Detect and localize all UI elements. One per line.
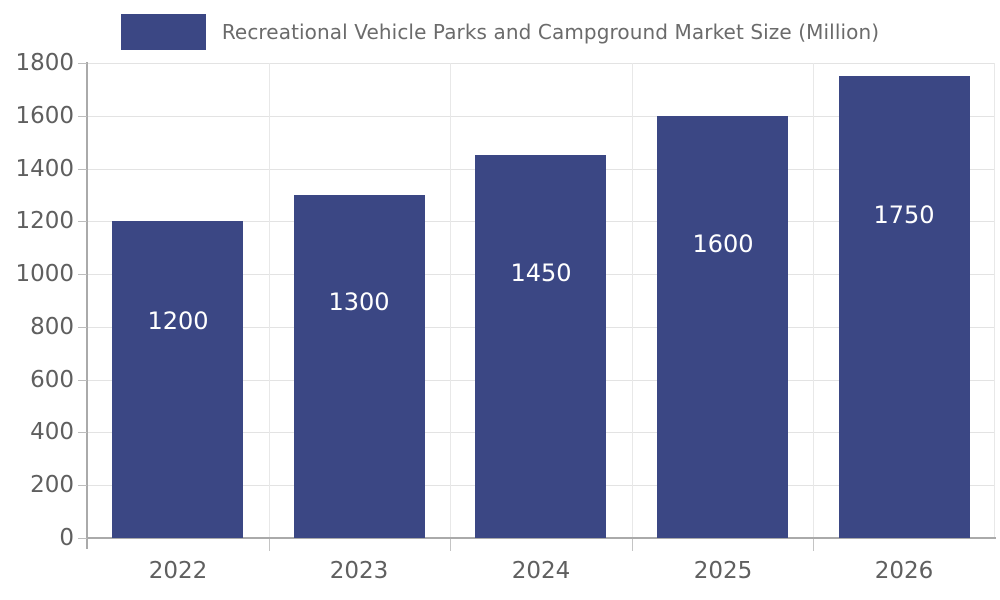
y-axis-tick-mark — [78, 116, 87, 117]
y-axis-tick-mark — [78, 538, 87, 539]
y-axis-tick-mark — [78, 63, 87, 64]
y-axis-tick-label: 0 — [59, 525, 74, 551]
bar-value-label-2022: 1200 — [147, 307, 209, 335]
bar-2024[interactable] — [475, 155, 606, 538]
y-axis-tick-label: 800 — [30, 313, 74, 340]
gridline-horizontal — [87, 115, 995, 117]
plot-right-edge — [994, 63, 995, 538]
y-axis-tick-label: 200 — [30, 472, 74, 499]
bar-value-label-2023: 1300 — [328, 288, 390, 316]
gridline-vertical — [813, 63, 814, 538]
x-axis-tick-mark — [269, 539, 270, 551]
y-axis-tick-label: 1600 — [15, 102, 74, 129]
x-axis-line — [86, 537, 996, 539]
y-axis-line — [86, 62, 88, 549]
y-axis-tick-mark — [78, 169, 87, 170]
bar-value-label-2024: 1450 — [510, 259, 572, 287]
x-axis-tick-mark — [813, 539, 814, 551]
x-axis-tick-label-2024: 2024 — [511, 558, 571, 584]
bar-value-label-2025: 1600 — [692, 230, 754, 258]
x-axis-tick-label-2023: 2023 — [329, 558, 389, 584]
y-axis-tick-label: 1400 — [15, 155, 74, 182]
bar-2022[interactable] — [112, 221, 243, 538]
y-axis-tick-label: 1000 — [15, 261, 74, 288]
y-axis-tick-label: 1200 — [15, 208, 74, 235]
y-axis-tick-mark — [78, 380, 87, 381]
bar-2025[interactable] — [657, 116, 788, 538]
y-axis-tick-mark — [78, 274, 87, 275]
y-axis-tick-mark — [78, 485, 87, 486]
bar-2023[interactable] — [294, 195, 425, 538]
y-axis-tick-mark — [78, 432, 87, 433]
chart-legend: Recreational Vehicle Parks and Campgroun… — [0, 8, 1000, 56]
x-axis-tick-label-2026: 2026 — [874, 558, 934, 584]
legend-item-market-size[interactable]: Recreational Vehicle Parks and Campgroun… — [120, 14, 880, 50]
legend-item-label: Recreational Vehicle Parks and Campgroun… — [221, 20, 880, 44]
y-axis-tick-label: 400 — [30, 419, 74, 446]
gridline-vertical — [632, 63, 633, 538]
gridline-horizontal — [87, 63, 995, 64]
y-axis-tick-labels: 1800 1600 1400 1200 1000 800 600 400 200 0 — [0, 0, 74, 600]
x-axis-tick-label-2022: 2022 — [148, 558, 208, 584]
y-axis-tick-label: 1800 — [15, 50, 74, 76]
gridline-vertical — [450, 63, 451, 538]
bar-value-label-2026: 1750 — [873, 201, 935, 229]
bar-2026[interactable] — [839, 76, 970, 538]
y-axis-tick-mark — [78, 221, 87, 222]
x-axis-tick-mark — [632, 539, 633, 551]
gridline-vertical — [269, 63, 270, 538]
legend-color-swatch — [120, 14, 206, 50]
x-axis-tick-mark — [450, 539, 451, 551]
x-axis-tick-label-2025: 2025 — [693, 558, 753, 584]
y-axis-tick-mark — [78, 327, 87, 328]
y-axis-tick-label: 600 — [30, 366, 74, 393]
